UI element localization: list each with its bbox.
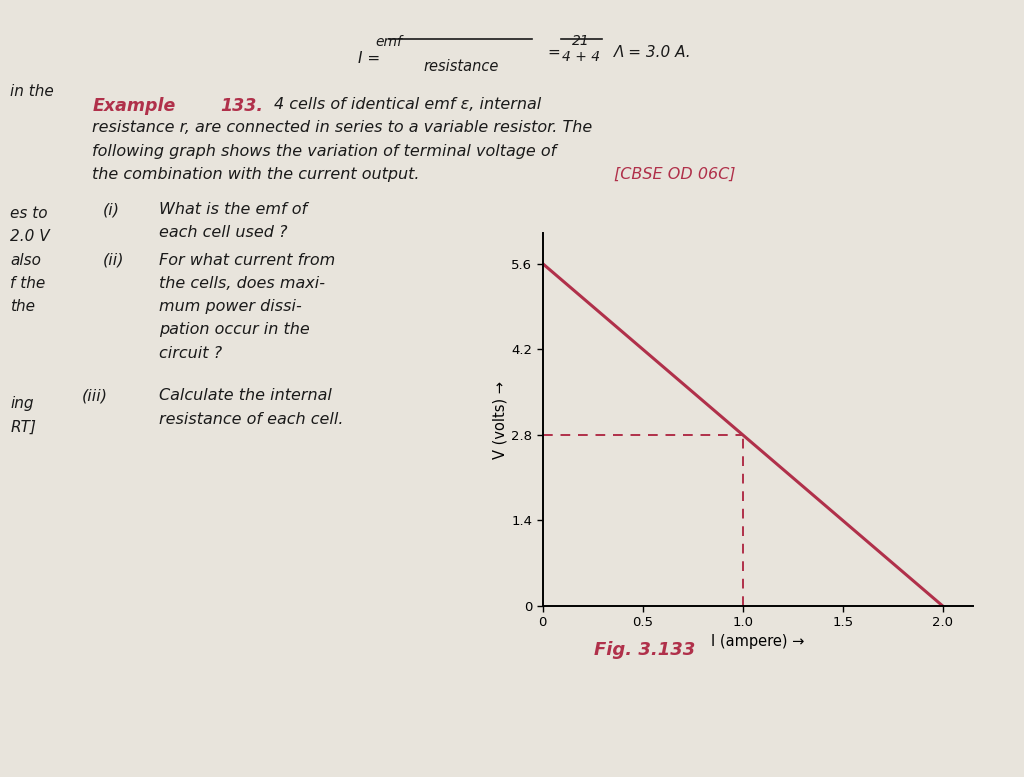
Text: RT]: RT] — [10, 420, 36, 434]
Text: For what current from: For what current from — [159, 253, 335, 267]
Text: resistance of each cell.: resistance of each cell. — [159, 412, 343, 427]
Text: following graph shows the variation of terminal voltage of: following graph shows the variation of t… — [92, 144, 556, 159]
Text: f the: f the — [10, 276, 45, 291]
Text: [CBSE OD 06C]: [CBSE OD 06C] — [614, 167, 736, 182]
Text: the cells, does maxi-: the cells, does maxi- — [159, 276, 325, 291]
Text: Example: Example — [92, 97, 175, 115]
Text: also: also — [10, 253, 41, 267]
Text: ing: ing — [10, 396, 34, 411]
Text: 4 + 4: 4 + 4 — [561, 50, 600, 64]
Text: 133.: 133. — [220, 97, 263, 115]
Text: each cell used ?: each cell used ? — [159, 225, 287, 240]
Text: (ii): (ii) — [102, 253, 124, 267]
Text: in the: in the — [10, 84, 54, 99]
Text: Calculate the internal: Calculate the internal — [159, 388, 332, 403]
Text: I =: I = — [358, 51, 381, 65]
Text: 4 cells of identical emf ε, internal: 4 cells of identical emf ε, internal — [274, 97, 542, 112]
Text: resistance r, are connected in series to a variable resistor. The: resistance r, are connected in series to… — [92, 120, 593, 135]
Y-axis label: V (volts) →: V (volts) → — [493, 381, 507, 458]
Text: the combination with the current output.: the combination with the current output. — [92, 167, 420, 182]
Text: 2.0 V: 2.0 V — [10, 229, 50, 244]
Text: pation occur in the: pation occur in the — [159, 322, 309, 337]
Text: =: = — [548, 45, 565, 60]
Text: es to: es to — [10, 206, 48, 221]
Text: circuit ?: circuit ? — [159, 346, 222, 361]
Text: (iii): (iii) — [82, 388, 108, 403]
Text: resistance: resistance — [423, 59, 499, 74]
Text: Λ = 3.0 A.: Λ = 3.0 A. — [614, 45, 692, 60]
Text: Fig. 3.133: Fig. 3.133 — [595, 641, 695, 659]
Text: mum power dissi-: mum power dissi- — [159, 299, 301, 314]
Text: 21: 21 — [571, 34, 590, 48]
Text: (i): (i) — [102, 202, 120, 217]
Text: the: the — [10, 299, 35, 314]
Text: emf: emf — [376, 35, 402, 49]
X-axis label: I (ampere) →: I (ampere) → — [711, 633, 805, 649]
Text: What is the emf of: What is the emf of — [159, 202, 307, 217]
